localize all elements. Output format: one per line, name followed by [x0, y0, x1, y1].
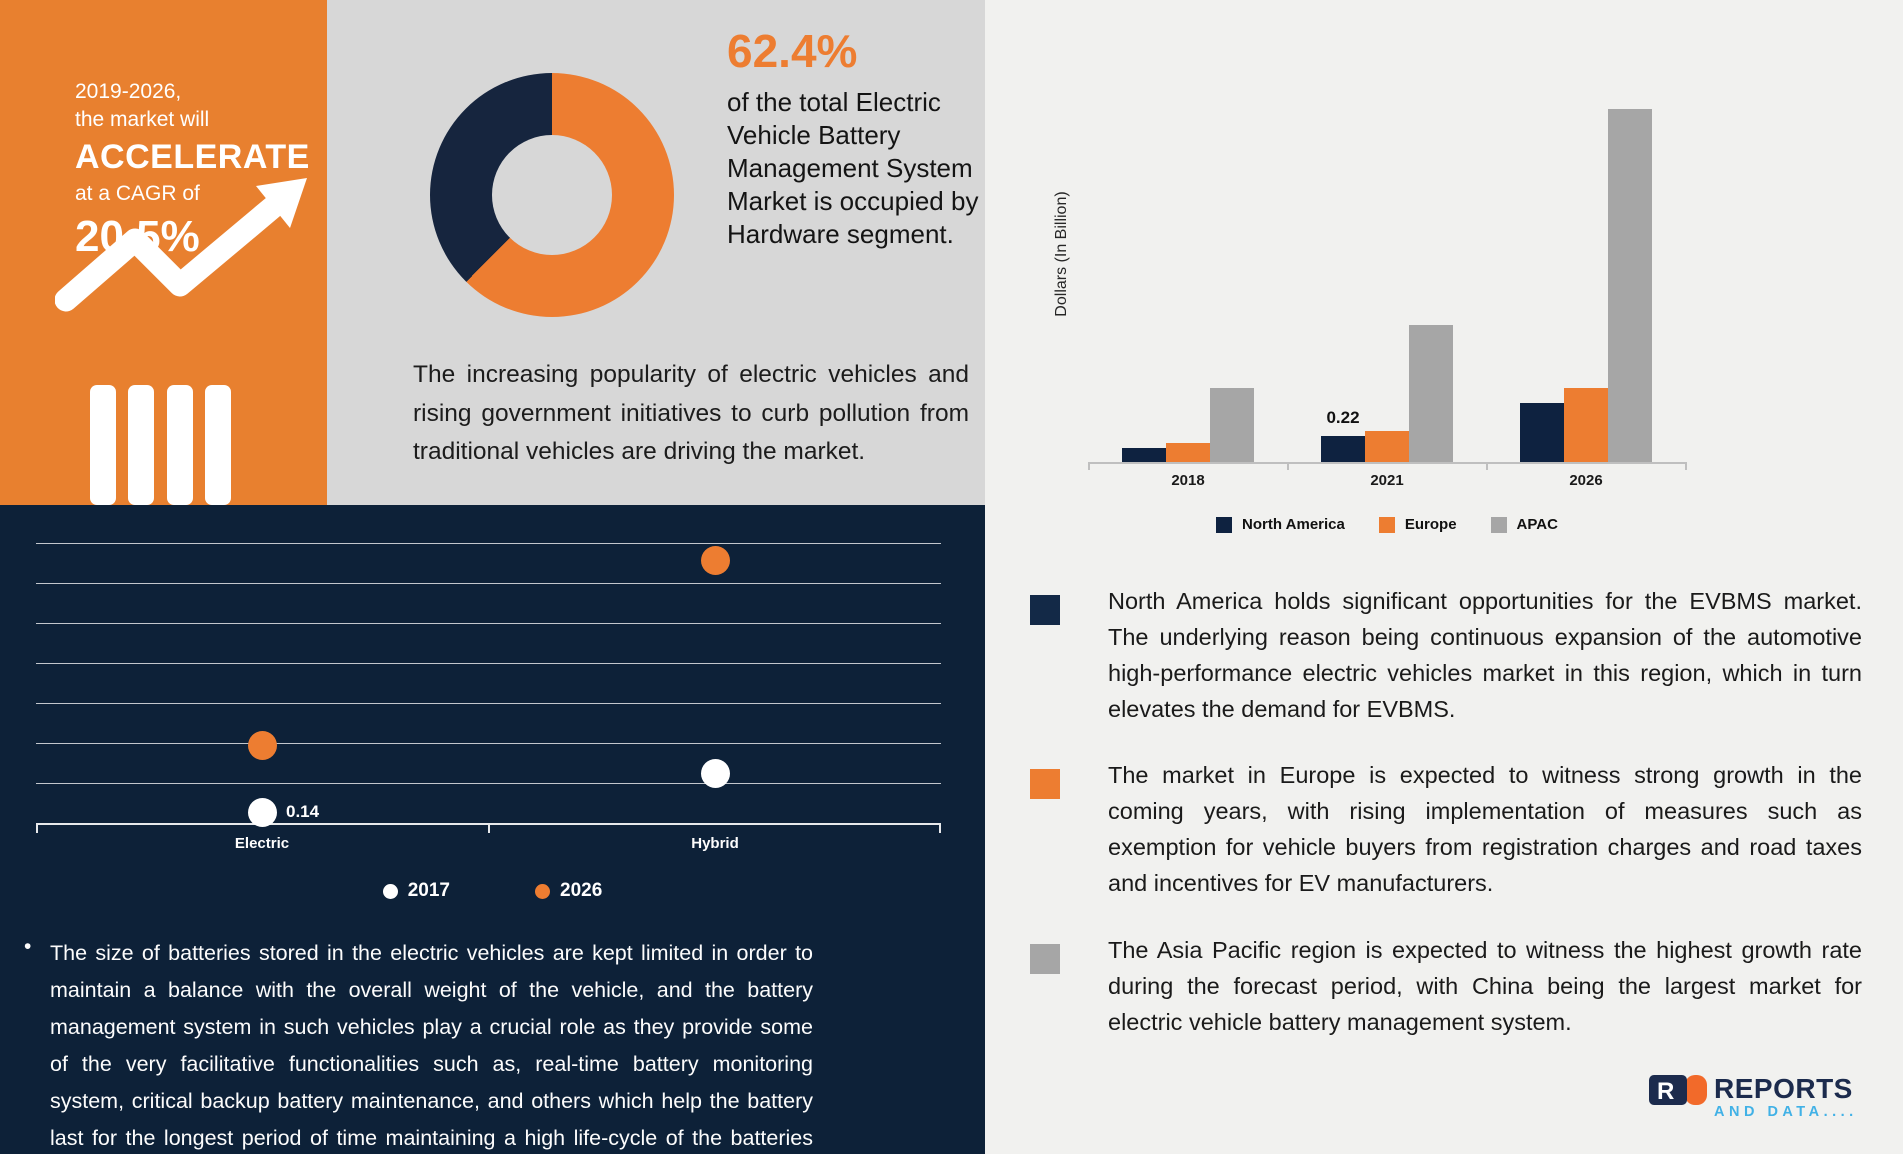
promo-line-2: the market will — [75, 108, 210, 131]
bar-axis-tick — [1287, 462, 1289, 470]
logo-tagline-text: AND DATA — [1714, 1104, 1824, 1120]
logo-text-block: REPORTS AND DATA.... — [1714, 1073, 1858, 1121]
dot-plot-axis-tick — [36, 825, 38, 833]
legend-label: 2026 — [560, 880, 603, 901]
bar-chart-y-axis-label: Dollars (In Billion) — [1053, 191, 1070, 317]
logo-tagline: AND DATA.... — [1714, 1104, 1858, 1120]
bar-2018-apac — [1210, 388, 1254, 462]
logo-mark-letter: R — [1657, 1078, 1674, 1105]
gridline — [36, 663, 941, 664]
hardware-share-donut-chart — [430, 73, 674, 317]
bar-2021-north-america — [1321, 436, 1365, 462]
bar-2021-europe — [1365, 431, 1409, 462]
bar-2026-north-america — [1520, 403, 1564, 462]
hardware-segment-panel: 62.4% of the total Electric Vehicle Batt… — [327, 0, 985, 505]
hardware-share-caption: of the total Electric Vehicle Battery Ma… — [727, 87, 979, 249]
insight-apac: The Asia Pacific region is expected to w… — [1108, 937, 1862, 1035]
legend-item-apac: APAC — [1490, 516, 1558, 533]
legend-label: APAC — [1516, 516, 1558, 533]
growth-arrow-chart-icon — [55, 178, 307, 505]
dot-plot-legend: 2017 2026 — [0, 880, 985, 902]
bullet-marker — [24, 935, 31, 959]
insight-europe: The market in Europe is expected to witn… — [1108, 762, 1862, 896]
legend-label: 2017 — [407, 880, 450, 901]
promo-period: 2019-2026, — [75, 80, 182, 103]
bar-x-tick-label: 2026 — [1569, 472, 1603, 489]
battery-note-text: The size of batteries stored in the elec… — [50, 941, 813, 1150]
gridline — [36, 543, 941, 544]
dot-data-label: 0.14 — [286, 801, 320, 821]
bar-2021-apac — [1409, 325, 1453, 462]
legend-swatch — [1490, 516, 1507, 533]
bar-axis-tick — [1685, 462, 1687, 470]
category-label-hybrid: Hybrid — [691, 835, 739, 852]
reports-and-data-logo: R REPORTS AND DATA.... — [1649, 1074, 1858, 1120]
gridline — [36, 703, 941, 704]
dot-legend-item-2017: 2017 — [382, 880, 450, 902]
logo-mark-icon: R — [1649, 1075, 1707, 1105]
market-driver-text: The increasing popularity of electric ve… — [413, 361, 969, 465]
legend-dot — [535, 883, 550, 899]
dot-plot-axis-tick — [488, 825, 490, 833]
dot-plot-axis-tick — [939, 825, 941, 833]
gridline — [36, 783, 941, 784]
insight-swatch-apac — [1030, 944, 1060, 974]
category-label-electric: Electric — [234, 835, 290, 852]
data-point-hybrid-2026 — [700, 546, 730, 576]
insight-north-america: North America holds significant opportun… — [1108, 588, 1862, 722]
bar-x-tick-label: 2018 — [1171, 472, 1205, 489]
legend-swatch — [1216, 516, 1233, 533]
gridline — [36, 623, 941, 624]
legend-label: North America — [1242, 516, 1345, 533]
legend-dot — [382, 883, 398, 899]
data-point-electric-2026 — [247, 730, 277, 760]
data-point-hybrid-2017 — [700, 759, 730, 789]
logo-tagline-dots: .... — [1823, 1104, 1858, 1120]
bar-2026-apac — [1608, 109, 1652, 462]
promo-accelerate: ACCELERATE — [75, 138, 310, 176]
vehicle-type-panel: Electric Hybrid 0.14 2017 2026 The size of … — [0, 505, 985, 1154]
gridline — [36, 583, 941, 584]
legend-item-north-america: North America — [1216, 516, 1345, 533]
bar-axis-tick — [1486, 462, 1488, 470]
insight-swatch-north-america — [1030, 595, 1060, 625]
legend-item-europe: Europe — [1378, 516, 1457, 533]
bar-data-label: 0.22 — [1326, 408, 1360, 427]
insight-swatch-europe — [1030, 769, 1060, 799]
vehicle-type-dot-plot: Electric Hybrid 0.14 — [36, 535, 941, 852]
promo-line-4: at a CAGR of — [75, 182, 200, 205]
dot-legend-item-2026: 2026 — [535, 880, 602, 902]
regional-analysis-panel: Dollars (In Billion) 2018 2021 2026 0.22 No… — [985, 0, 1903, 1154]
legend-label: Europe — [1404, 516, 1457, 533]
bar-chart-legend: North America Europe APAC — [1088, 516, 1686, 533]
bar-axis-tick — [1088, 462, 1090, 470]
regional-bar-chart: 2018 2021 2026 0.22 — [1088, 100, 1687, 489]
bar-2018-north-america — [1122, 448, 1166, 462]
logo-name: REPORTS — [1714, 1073, 1853, 1104]
cagr-promo-panel: 2019-2026, the market will ACCELERATE at… — [0, 0, 327, 505]
hardware-share-value: 62.4% — [727, 25, 858, 77]
data-point-electric-2017 — [247, 798, 277, 828]
legend-swatch — [1378, 516, 1395, 533]
gridline — [36, 743, 941, 744]
bar-2026-europe — [1564, 388, 1608, 462]
bar-x-tick-label: 2021 — [1370, 472, 1404, 489]
donut-hole — [492, 135, 612, 255]
bar-2018-europe — [1166, 443, 1210, 462]
